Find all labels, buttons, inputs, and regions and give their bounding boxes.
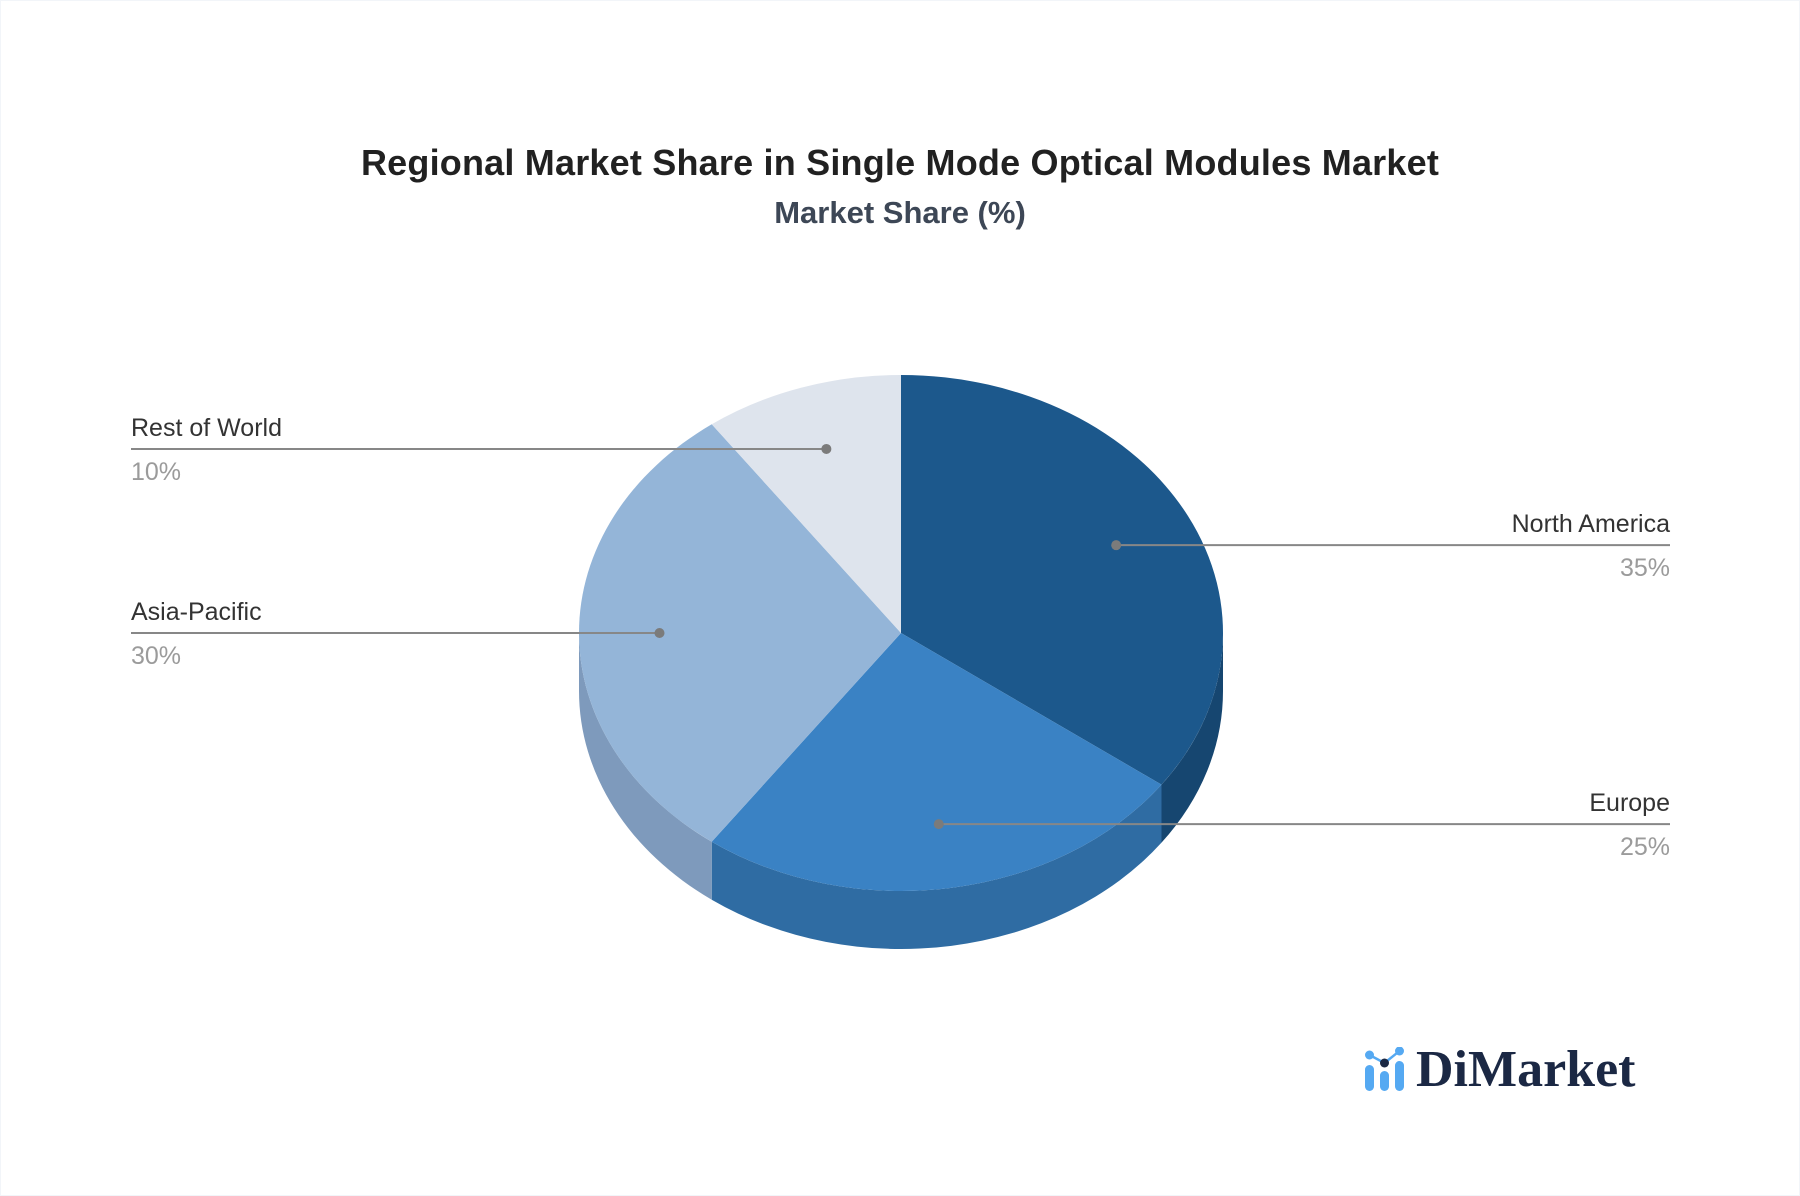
logo-text: DiMarket xyxy=(1416,1041,1636,1098)
slice-value: 10% xyxy=(131,458,182,486)
slice-label: North America xyxy=(1511,510,1670,538)
slice-value: 35% xyxy=(1619,554,1670,582)
pie-slice-asia-pacific xyxy=(579,424,901,842)
pie-slice-side-north-america xyxy=(1161,633,1223,843)
leader-dot-rest-of-world xyxy=(821,443,832,454)
bar-line-chart-icon xyxy=(1365,1047,1404,1091)
callout-europe: Europe 25% xyxy=(1589,788,1670,862)
pie-slice-side-europe xyxy=(711,784,1162,949)
chart-subtitle: Market Share (%) xyxy=(774,195,1026,230)
chart-title: Regional Market Share in Single Mode Opt… xyxy=(360,142,1440,183)
pie-slice-rest-of-world xyxy=(711,375,901,633)
dimarket-logo: DiMarket xyxy=(1365,1041,1636,1098)
callout-asia-pacific: Asia-Pacific 30% xyxy=(131,597,262,671)
leader-dot-north-america xyxy=(1111,540,1122,551)
slice-label: Rest of World xyxy=(131,414,282,442)
logo-bar xyxy=(1365,1065,1374,1091)
logo-bar xyxy=(1395,1061,1404,1091)
pie-slice-side-asia-pacific xyxy=(579,633,712,900)
logo-dot xyxy=(1395,1047,1404,1056)
pie-slice-north-america xyxy=(901,375,1223,785)
leader-dot-asia-pacific xyxy=(654,628,665,638)
logo-bar xyxy=(1380,1071,1389,1091)
logo-dot xyxy=(1380,1058,1389,1068)
slice-value: 25% xyxy=(1619,833,1670,861)
slice-label: Asia-Pacific xyxy=(131,598,262,626)
callout-rest-of-world: Rest of World 10% xyxy=(131,413,282,487)
slice-label: Europe xyxy=(1589,789,1670,817)
leader-dot-europe xyxy=(933,819,944,830)
pie-slice-europe xyxy=(711,633,1162,891)
slice-value: 30% xyxy=(131,642,182,670)
callout-north-america: North America 35% xyxy=(1512,509,1670,583)
logo-dot xyxy=(1365,1050,1374,1060)
